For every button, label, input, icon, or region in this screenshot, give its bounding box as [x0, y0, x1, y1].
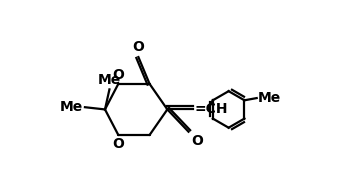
Text: Me: Me: [258, 91, 281, 105]
Text: O: O: [112, 137, 124, 151]
Text: Me: Me: [98, 73, 121, 87]
Text: Me: Me: [60, 100, 83, 114]
Text: O: O: [191, 134, 203, 148]
Text: =CH: =CH: [194, 102, 228, 116]
Text: O: O: [132, 40, 144, 54]
Text: O: O: [112, 68, 124, 82]
